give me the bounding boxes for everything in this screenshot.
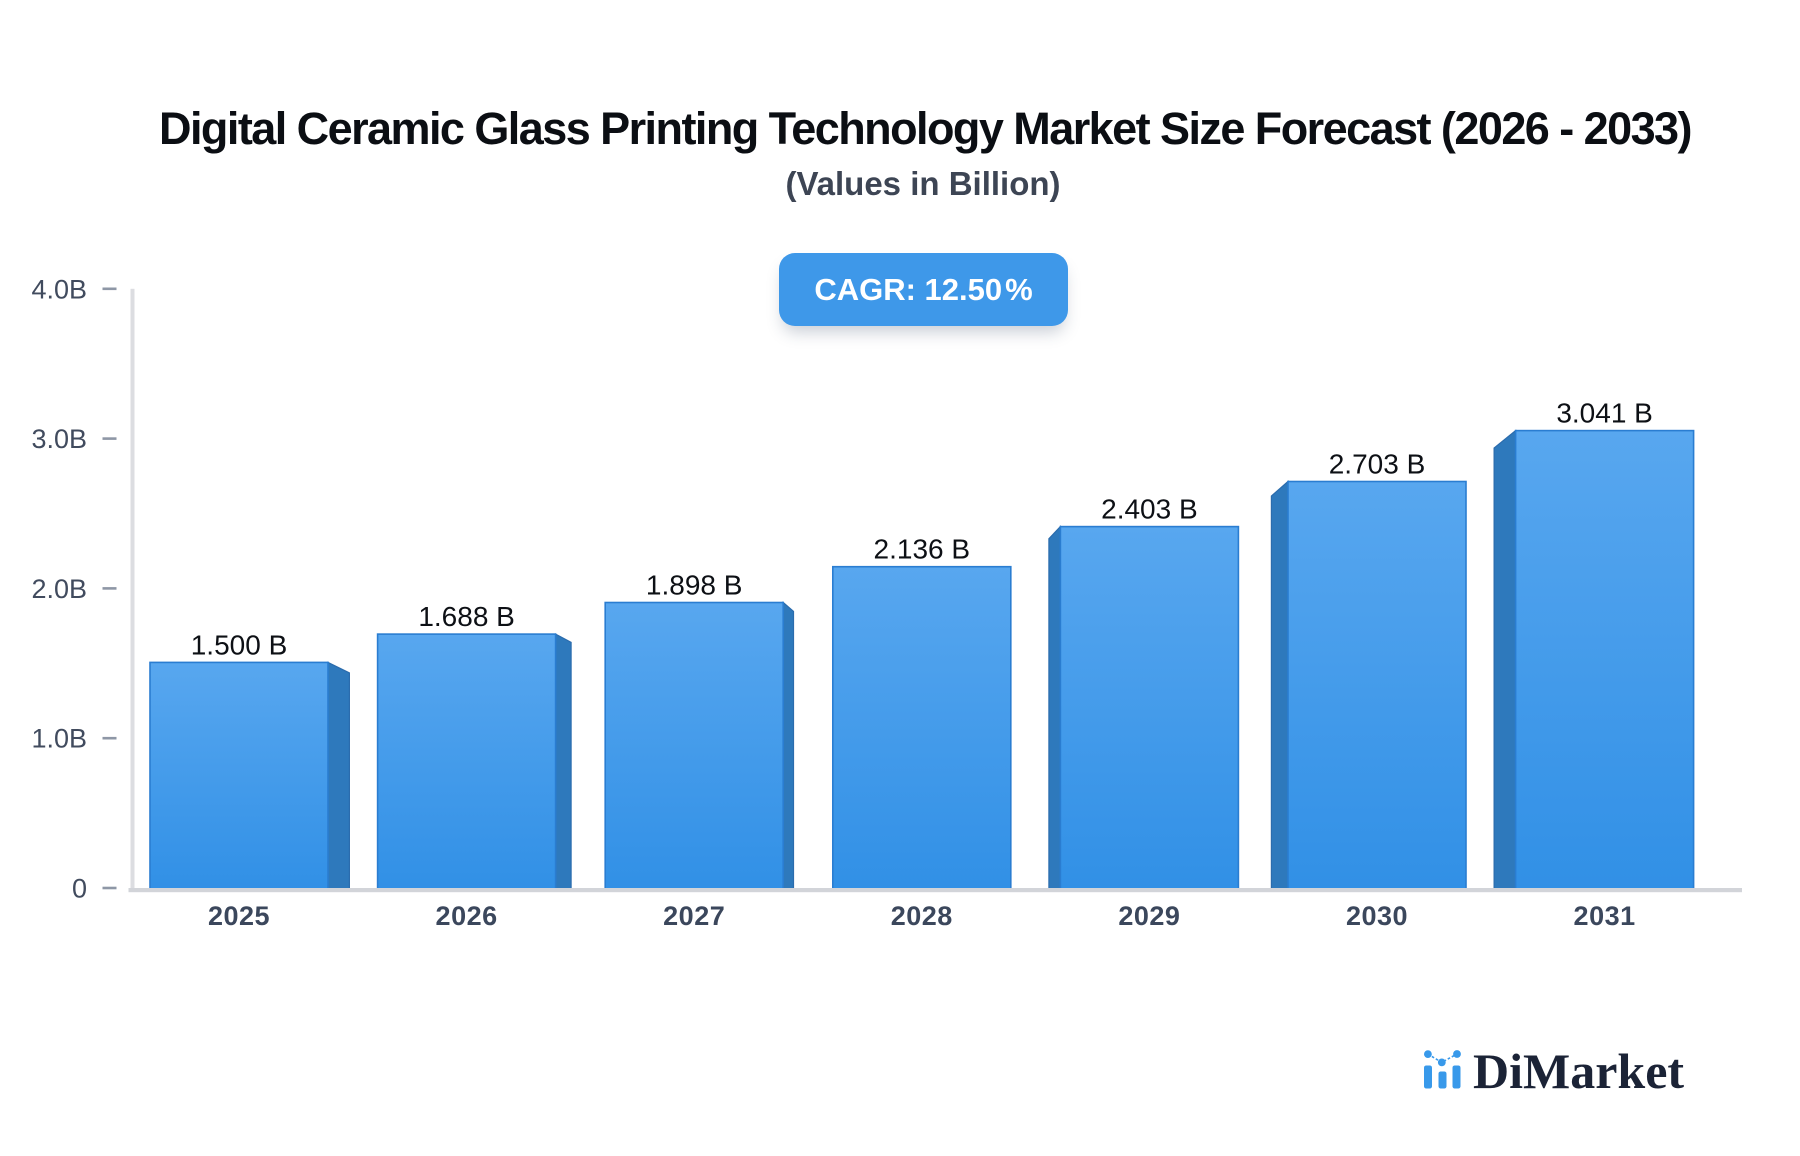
svg-text:2028: 2028 [891,901,953,931]
svg-text:1.0B: 1.0B [31,724,87,754]
svg-text:1.898 B: 1.898 B [646,570,743,601]
svg-text:2.703 B: 2.703 B [1329,449,1426,480]
svg-text:2029: 2029 [1118,901,1180,931]
svg-text:1.500 B: 1.500 B [191,629,288,660]
svg-text:3.041 B: 3.041 B [1556,398,1653,429]
svg-text:0: 0 [72,874,87,904]
svg-text:2031: 2031 [1574,901,1636,931]
svg-text:2.136 B: 2.136 B [874,534,971,565]
svg-text:1.688 B: 1.688 B [418,601,515,632]
svg-text:2030: 2030 [1346,901,1408,931]
svg-text:4.0B: 4.0B [31,274,87,304]
svg-text:3.0B: 3.0B [31,424,87,454]
svg-text:2.403 B: 2.403 B [1101,494,1198,525]
svg-text:2026: 2026 [436,901,498,931]
svg-text:2025: 2025 [208,901,270,931]
svg-text:2027: 2027 [663,901,725,931]
svg-text:2.0B: 2.0B [31,574,87,604]
